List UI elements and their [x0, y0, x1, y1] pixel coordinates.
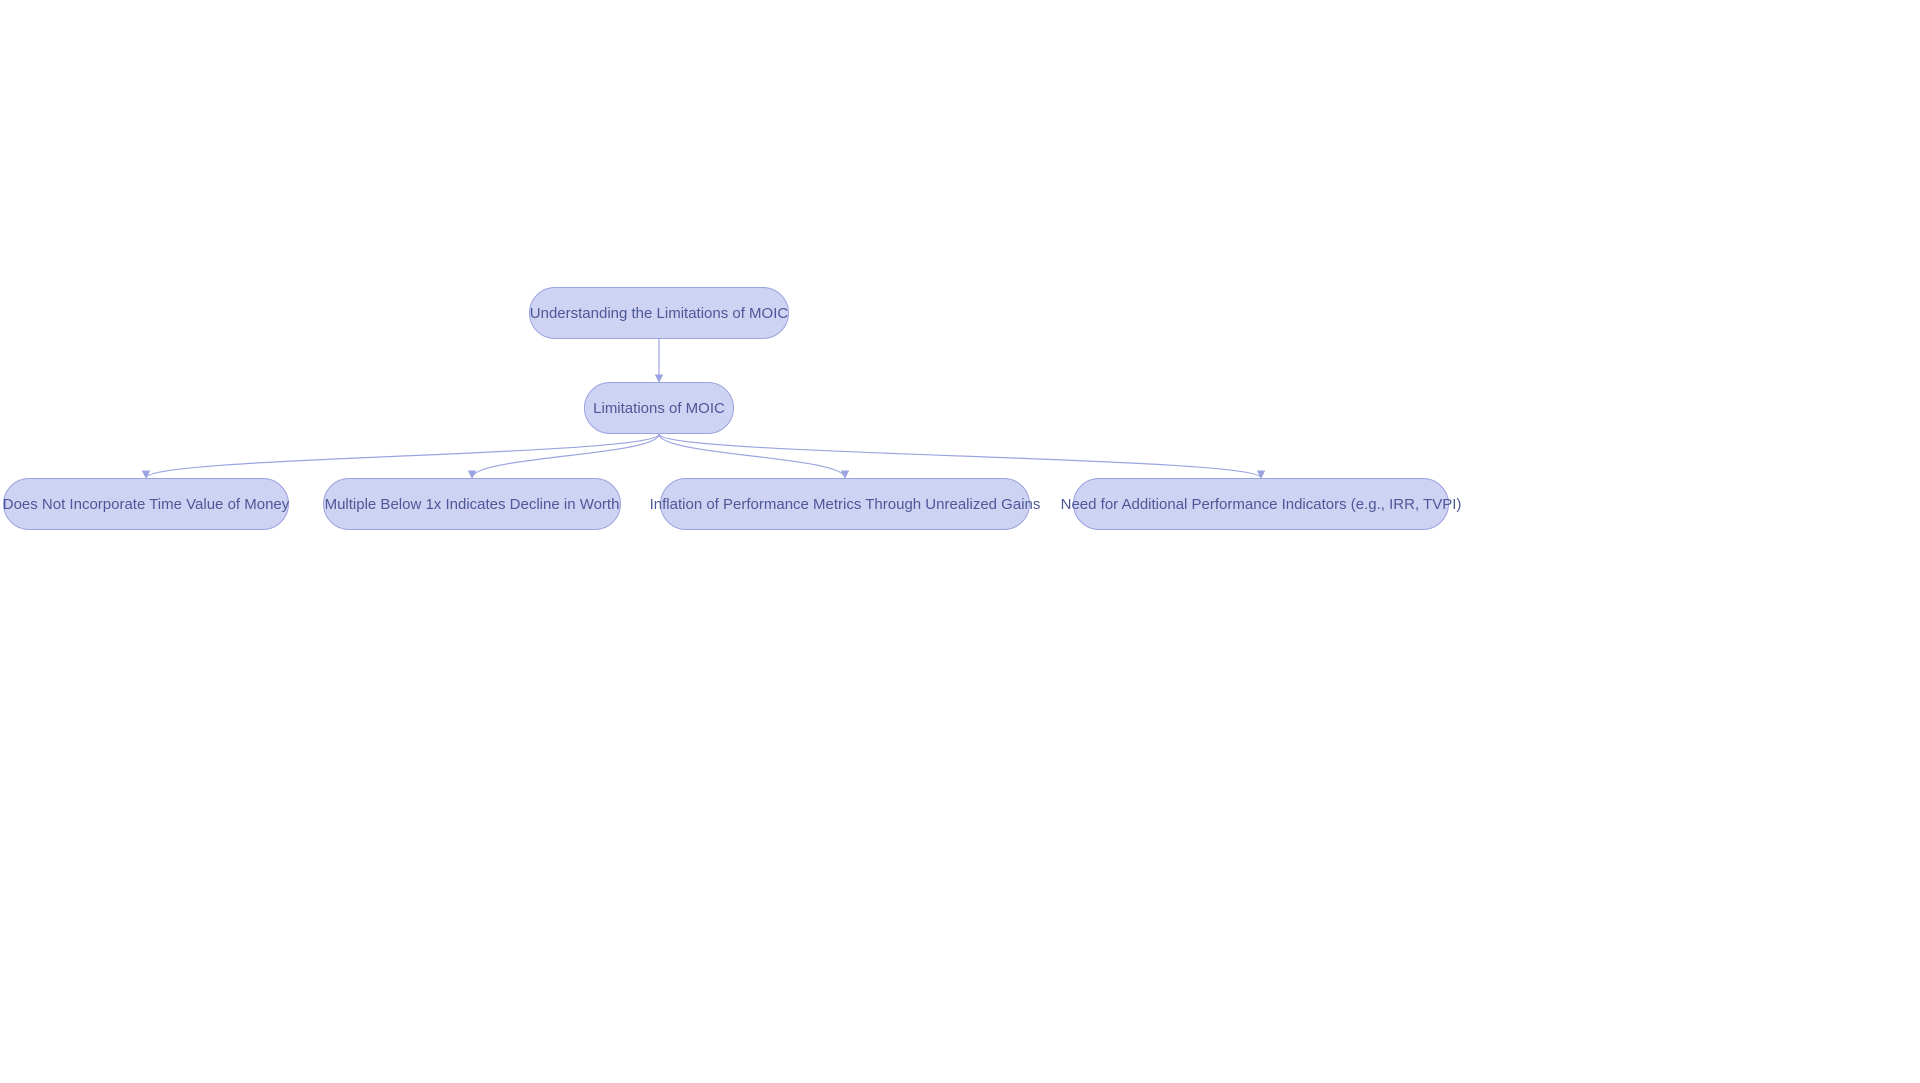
diagram-canvas: Understanding the Limitations of MOIC Lim…	[0, 0, 1920, 1083]
node-mid: Limitations of MOIC	[584, 382, 734, 434]
edge-mid-to-leaf2	[472, 434, 659, 478]
node-label: Need for Additional Performance Indicato…	[1061, 496, 1462, 513]
node-leaf2: Multiple Below 1x Indicates Decline in W…	[323, 478, 621, 530]
node-label: Multiple Below 1x Indicates Decline in W…	[325, 496, 620, 513]
node-root: Understanding the Limitations of MOIC	[529, 287, 789, 339]
node-leaf3: Inflation of Performance Metrics Through…	[660, 478, 1030, 530]
edge-mid-to-leaf1	[146, 434, 659, 478]
edge-mid-to-leaf3	[659, 434, 845, 478]
node-leaf4: Need for Additional Performance Indicato…	[1073, 478, 1449, 530]
edge-mid-to-leaf4	[659, 434, 1261, 478]
edges-layer	[0, 0, 1920, 1083]
node-label: Limitations of MOIC	[593, 400, 725, 417]
node-leaf1: Does Not Incorporate Time Value of Money	[3, 478, 289, 530]
node-label: Does Not Incorporate Time Value of Money	[3, 496, 290, 513]
node-label: Understanding the Limitations of MOIC	[530, 305, 788, 322]
node-label: Inflation of Performance Metrics Through…	[650, 496, 1041, 513]
